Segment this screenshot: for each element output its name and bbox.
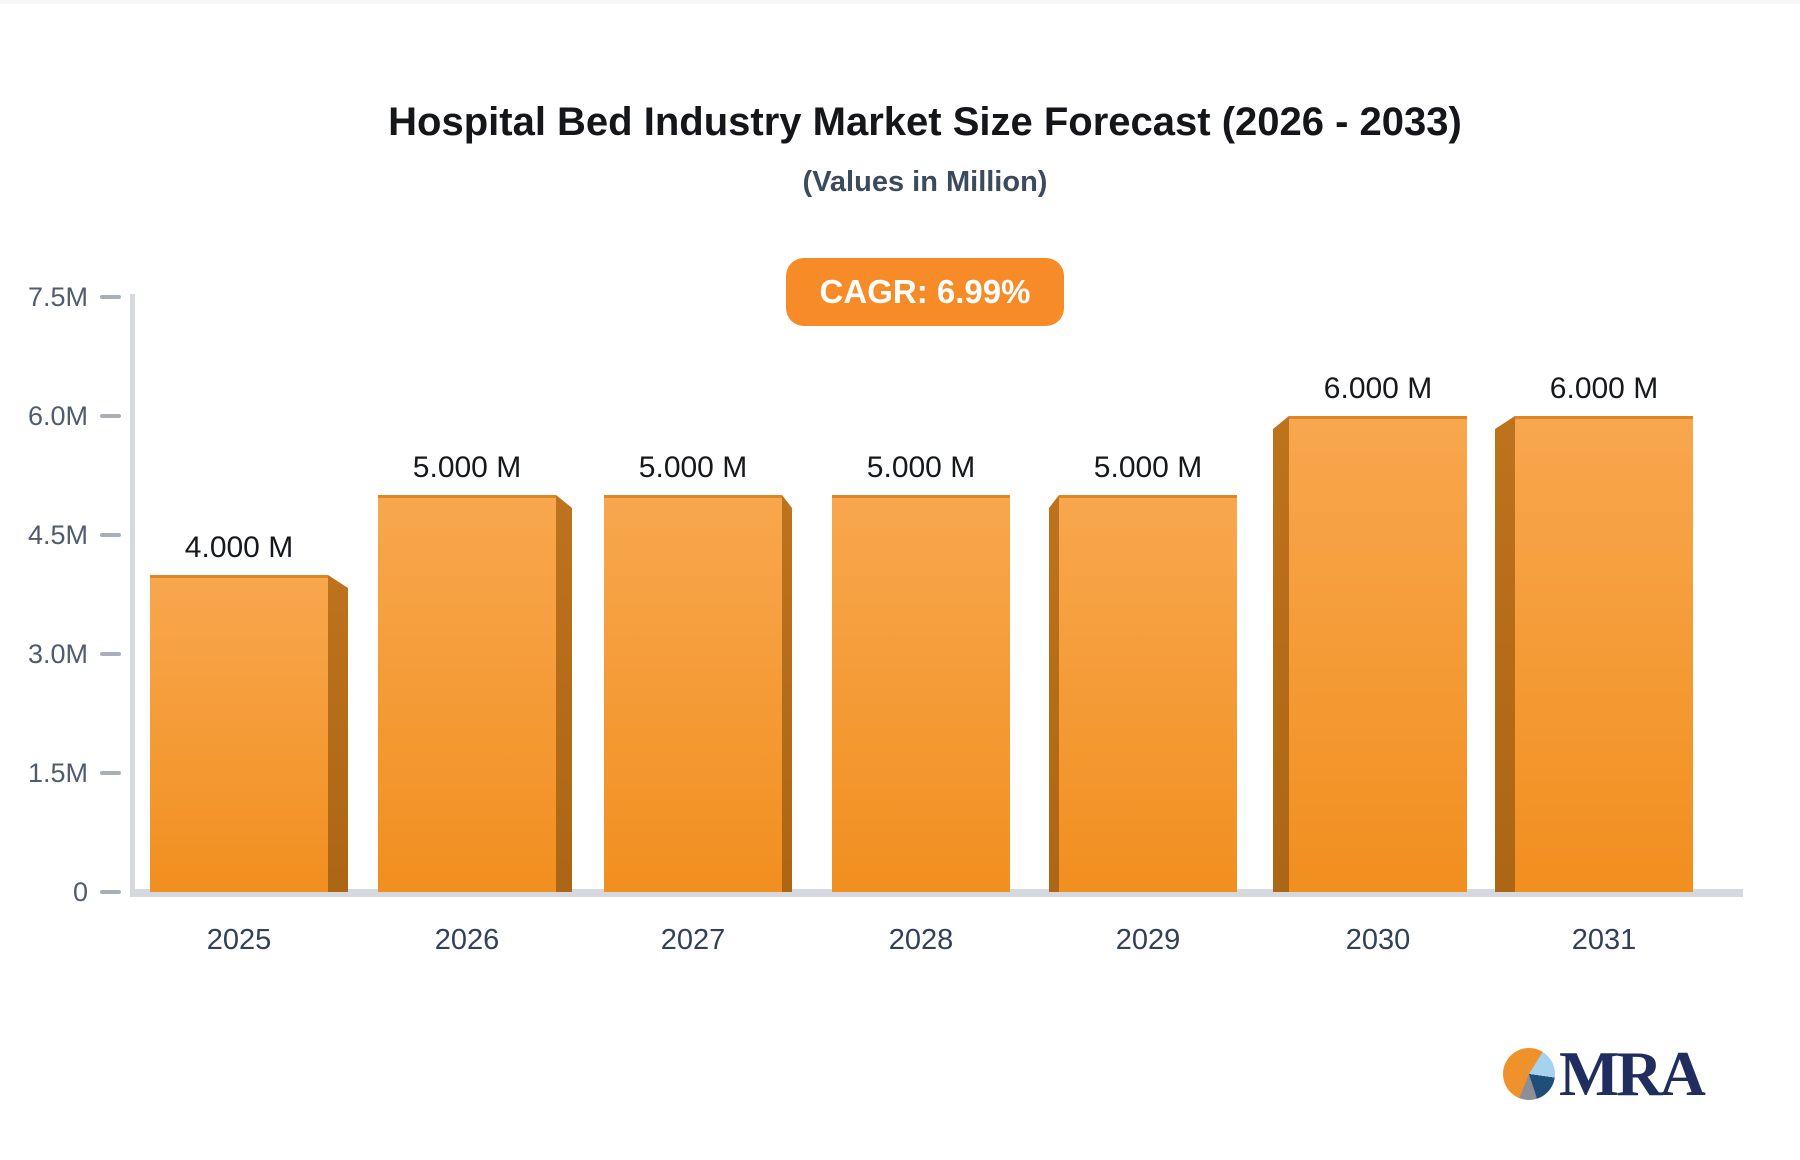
bar-3d-side — [1049, 495, 1059, 892]
y-axis-tick-label: 3.0M — [27, 639, 88, 669]
y-axis-tick-mark — [100, 414, 121, 419]
y-axis-tick-mark — [100, 652, 121, 656]
y-axis-tick-label: 0 — [72, 877, 88, 907]
y-axis-tick-label: 4.5M — [27, 520, 88, 550]
bar-value-label: 5.000 M — [1093, 451, 1203, 484]
bar-3d-side — [328, 575, 348, 892]
bar-value-label: 6.000 M — [1323, 372, 1433, 405]
x-axis-label-2029: 2029 — [1115, 924, 1181, 956]
x-axis-label-2026: 2026 — [434, 924, 500, 956]
bar-2026[interactable] — [378, 495, 556, 892]
y-axis-line — [130, 294, 135, 893]
mra-logo: MRA — [1503, 1038, 1706, 1109]
bar-2028[interactable] — [832, 495, 1010, 892]
chart-title: Hospital Bed Industry Market Size Foreca… — [388, 100, 1462, 144]
y-axis-tick-label: 6.0M — [27, 401, 88, 432]
bar-2025[interactable] — [150, 575, 328, 892]
x-axis-label-2027: 2027 — [660, 924, 726, 956]
x-axis-label-2028: 2028 — [888, 924, 954, 956]
x-axis-line — [130, 889, 1743, 897]
y-axis-tick-mark — [100, 533, 121, 537]
cagr-badge: CAGR: 6.99% — [785, 258, 1065, 326]
bar-2031[interactable] — [1515, 416, 1693, 892]
pie-chart-logo-icon — [1503, 1048, 1555, 1100]
bar-3d-side — [782, 495, 792, 892]
logo-text: MRA — [1559, 1038, 1706, 1109]
bar-2029[interactable] — [1059, 495, 1237, 892]
y-axis-tick-label: 7.5M — [27, 282, 88, 313]
plot-area: 0 1.5M 3.0M 4.5M 6.0M 7.5M 4.000 M 5.000 M 5.00… — [0, 4, 1800, 1160]
bar-2030[interactable] — [1289, 416, 1467, 892]
bar-3d-side — [1495, 416, 1515, 892]
chart-subtitle: (Values in Million) — [802, 166, 1048, 198]
y-axis-tick-mark — [100, 890, 121, 894]
bar-2027[interactable] — [604, 495, 782, 892]
x-axis-label-2030: 2030 — [1345, 924, 1411, 956]
y-axis-tick-mark — [100, 771, 121, 775]
cagr-badge-row: CAGR: 6.99% — [0, 258, 1800, 326]
bar-value-label: 4.000 M — [184, 531, 294, 564]
bar-3d-side — [556, 495, 572, 892]
x-axis-label-2031: 2031 — [1571, 924, 1637, 956]
bar-value-label: 5.000 M — [866, 451, 976, 484]
bar-value-label: 5.000 M — [412, 451, 522, 484]
y-axis-tick-label: 1.5M — [27, 758, 88, 788]
x-axis-label-2025: 2025 — [206, 924, 272, 956]
bar-value-label: 5.000 M — [638, 451, 748, 484]
y-axis-tick-mark — [100, 295, 121, 300]
bar-3d-side — [1273, 416, 1289, 892]
bar-value-label: 6.000 M — [1549, 372, 1659, 405]
